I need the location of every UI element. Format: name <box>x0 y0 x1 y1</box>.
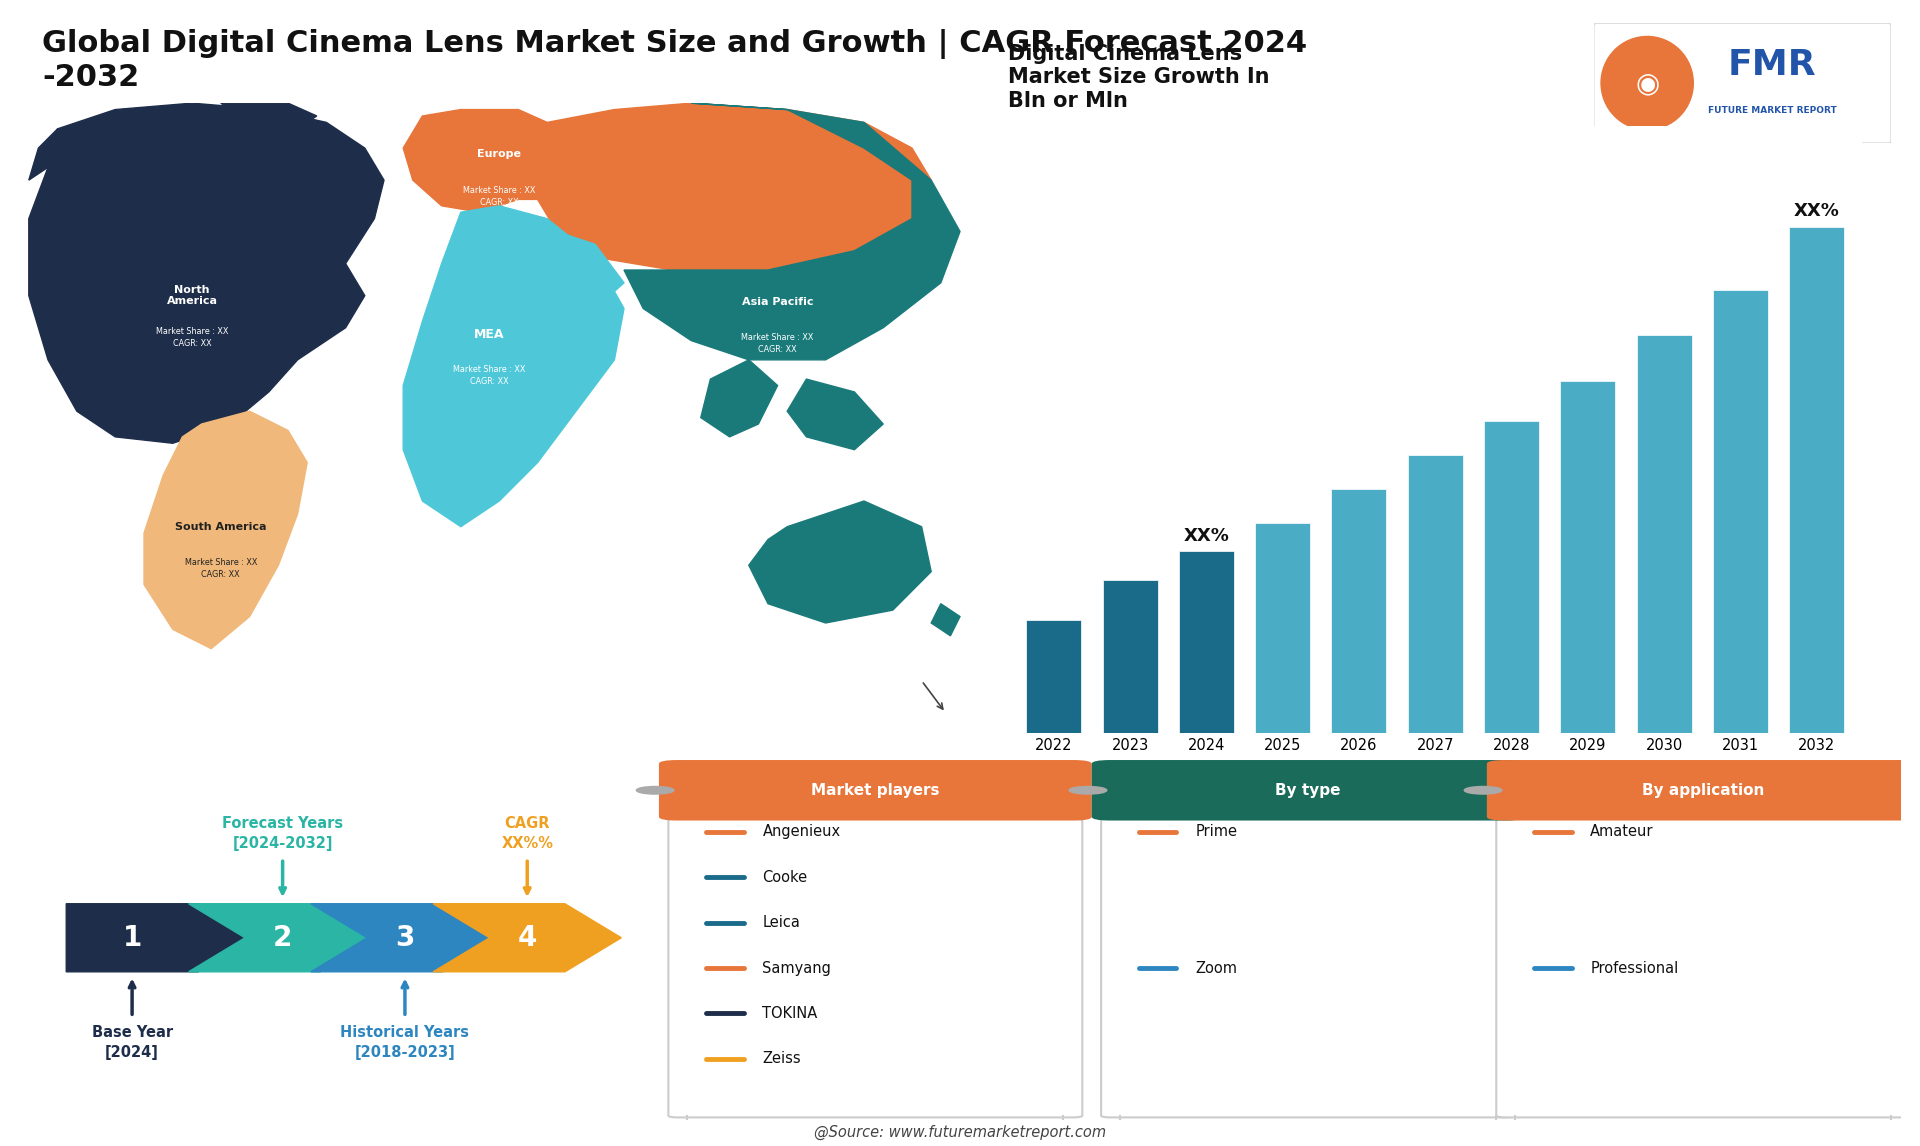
Bar <box>1179 551 1235 733</box>
Text: South America: South America <box>175 521 267 532</box>
Polygon shape <box>931 604 960 636</box>
Bar <box>1407 455 1463 733</box>
Polygon shape <box>188 904 376 972</box>
Text: Angenieux: Angenieux <box>762 824 841 839</box>
Polygon shape <box>538 231 624 308</box>
Text: Cooke: Cooke <box>762 870 808 885</box>
Text: FUTURE MARKET REPORT: FUTURE MARKET REPORT <box>1707 105 1837 115</box>
Text: By application: By application <box>1642 783 1764 798</box>
Text: Prime: Prime <box>1194 824 1236 839</box>
Circle shape <box>636 786 674 794</box>
Polygon shape <box>403 206 624 527</box>
Text: Forecast Years
[2024-2032]: Forecast Years [2024-2032] <box>223 816 344 850</box>
Polygon shape <box>311 904 499 972</box>
Circle shape <box>1601 37 1693 129</box>
Polygon shape <box>749 501 931 623</box>
Bar <box>1713 290 1768 733</box>
Polygon shape <box>701 360 778 437</box>
Text: Europe: Europe <box>478 149 520 159</box>
Bar <box>1102 580 1158 733</box>
Bar <box>1636 336 1692 733</box>
Bar <box>1789 227 1843 733</box>
Text: ◉: ◉ <box>1636 69 1659 97</box>
Polygon shape <box>624 103 960 360</box>
Text: Market players: Market players <box>810 783 939 798</box>
Polygon shape <box>221 103 317 128</box>
Text: Asia Pacific: Asia Pacific <box>741 297 814 307</box>
FancyBboxPatch shape <box>1100 818 1515 1117</box>
Text: 2: 2 <box>273 924 292 952</box>
FancyBboxPatch shape <box>659 760 1092 821</box>
Text: FMR: FMR <box>1728 48 1816 83</box>
Bar <box>1027 620 1081 733</box>
Text: 4: 4 <box>518 924 538 952</box>
Polygon shape <box>787 379 883 449</box>
Text: Professional: Professional <box>1590 960 1678 975</box>
Text: CAGR
XX%%: CAGR XX%% <box>501 816 553 850</box>
Text: Market Share : XX
CAGR: XX: Market Share : XX CAGR: XX <box>184 558 257 579</box>
Text: Leica: Leica <box>762 916 801 931</box>
Circle shape <box>1465 786 1501 794</box>
FancyBboxPatch shape <box>1496 818 1910 1117</box>
Bar <box>1561 380 1615 733</box>
Polygon shape <box>29 128 58 180</box>
Text: @Source: www.futuremarketreport.com: @Source: www.futuremarketreport.com <box>814 1125 1106 1140</box>
Polygon shape <box>434 904 622 972</box>
Text: Samyang: Samyang <box>762 960 831 975</box>
Text: Market Share : XX
CAGR: XX: Market Share : XX CAGR: XX <box>156 327 228 347</box>
Text: XX%: XX% <box>1183 527 1229 544</box>
Text: 3: 3 <box>396 924 415 952</box>
Polygon shape <box>29 103 384 444</box>
Text: Global Digital Cinema Lens Market Size and Growth | CAGR Forecast 2024
-2032: Global Digital Cinema Lens Market Size a… <box>42 29 1308 92</box>
Text: 1: 1 <box>123 924 142 952</box>
Polygon shape <box>65 904 253 972</box>
Text: Market Share : XX
CAGR: XX: Market Share : XX CAGR: XX <box>453 366 526 386</box>
Bar <box>1256 523 1309 733</box>
Text: Base Year
[2024]: Base Year [2024] <box>92 1025 173 1060</box>
Polygon shape <box>883 244 912 289</box>
Polygon shape <box>144 411 307 649</box>
Text: Market Share : XX
CAGR: XX: Market Share : XX CAGR: XX <box>741 333 814 354</box>
FancyBboxPatch shape <box>1486 760 1920 821</box>
Circle shape <box>1069 786 1106 794</box>
Polygon shape <box>403 110 566 212</box>
Bar <box>1331 489 1386 733</box>
Bar <box>1484 421 1540 733</box>
Text: Historical Years
[2018-2023]: Historical Years [2018-2023] <box>340 1025 468 1060</box>
FancyBboxPatch shape <box>668 818 1083 1117</box>
Text: TOKINA: TOKINA <box>762 1006 818 1021</box>
Text: Digital Cinema Lens
Market Size Growth In
Bln or Mln: Digital Cinema Lens Market Size Growth I… <box>1008 45 1269 111</box>
Text: Zoom: Zoom <box>1194 960 1236 975</box>
FancyBboxPatch shape <box>1594 23 1891 143</box>
Text: Zeiss: Zeiss <box>762 1051 801 1066</box>
Text: By type: By type <box>1275 783 1340 798</box>
Text: North
America: North America <box>167 285 217 306</box>
Text: Market Share : XX
CAGR: XX: Market Share : XX CAGR: XX <box>463 186 536 206</box>
Text: Amateur: Amateur <box>1590 824 1653 839</box>
Text: MEA: MEA <box>474 328 505 340</box>
FancyBboxPatch shape <box>1092 760 1524 821</box>
Polygon shape <box>518 103 931 270</box>
Text: XX%: XX% <box>1793 203 1839 220</box>
